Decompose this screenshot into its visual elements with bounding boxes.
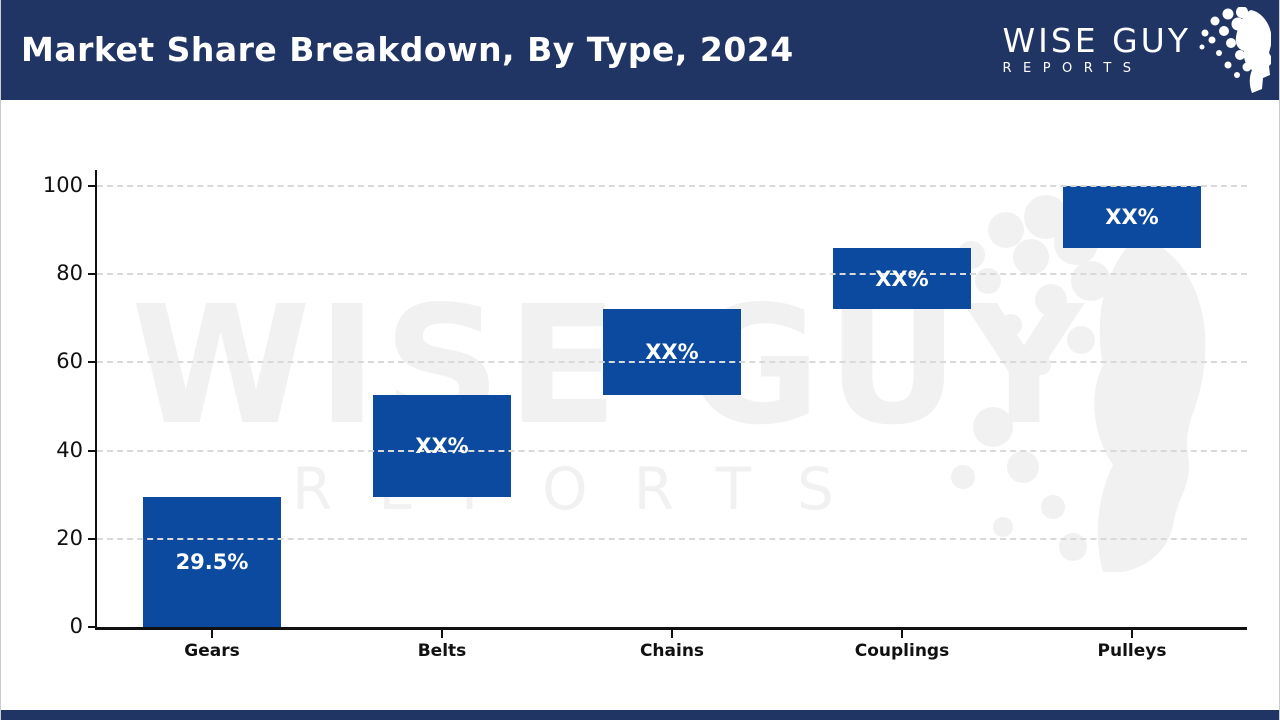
y-tick-20	[88, 537, 96, 540]
x-axis-line	[95, 627, 1247, 630]
bar-couplings	[833, 247, 971, 310]
category-label-pulleys: Pulleys	[1097, 641, 1167, 661]
gridline-40	[97, 449, 1247, 452]
gridline-60	[97, 361, 1247, 364]
category-label-chains: Chains	[639, 641, 705, 661]
x-tick-chains	[671, 630, 673, 638]
y-axis-line	[95, 170, 97, 630]
y-tick-100	[88, 185, 96, 187]
bar-belts	[373, 395, 511, 497]
chart-title: Market Share Breakdown, By Type, 2024	[21, 30, 794, 69]
bar-label-belts: XX%	[415, 434, 469, 459]
bar-label-gears: 29.5%	[175, 549, 249, 574]
bar-pulleys	[1063, 186, 1201, 248]
category-label-couplings: Couplings	[854, 641, 950, 661]
logo-text: WISE GUY REPORTS	[1002, 24, 1191, 76]
x-tick-pulleys	[1131, 630, 1133, 638]
y-tick-label-20: 20	[56, 525, 83, 550]
gridline-100	[97, 185, 1247, 187]
header-band: Market Share Breakdown, By Type, 2024 WI…	[1, 0, 1279, 100]
gridline-80	[97, 273, 1247, 276]
y-tick-60	[88, 361, 96, 364]
watermark-head-icon	[942, 195, 1206, 572]
logo-line2: REPORTS	[1002, 61, 1143, 76]
logo-head-icon	[1199, 7, 1271, 93]
y-tick-label-60: 60	[56, 349, 83, 374]
bar-label-chains: XX%	[645, 340, 699, 365]
category-label-belts: Belts	[417, 641, 467, 661]
footer-band	[1, 710, 1279, 720]
gridline-20	[97, 537, 1247, 540]
y-tick-label-0: 0	[69, 614, 83, 638]
x-tick-couplings	[901, 630, 903, 638]
category-label-gears: Gears	[184, 641, 240, 661]
y-tick-80	[88, 273, 96, 276]
bar-label-pulleys: XX%	[1105, 204, 1159, 229]
y-tick-40	[88, 449, 96, 452]
bar-chains	[603, 309, 741, 396]
wise-guy-reports-logo: WISE GUY REPORTS	[1002, 7, 1271, 93]
y-tick-label-40: 40	[56, 437, 83, 462]
bar-gears	[143, 496, 281, 627]
x-tick-belts	[441, 630, 443, 638]
bar-label-couplings: XX%	[875, 266, 929, 291]
y-tick-0	[88, 626, 96, 628]
y-tick-label-80: 80	[56, 261, 83, 286]
logo-line1: WISE GUY	[1002, 21, 1191, 60]
y-tick-label-100: 100	[42, 173, 83, 197]
x-tick-gears	[211, 630, 213, 638]
